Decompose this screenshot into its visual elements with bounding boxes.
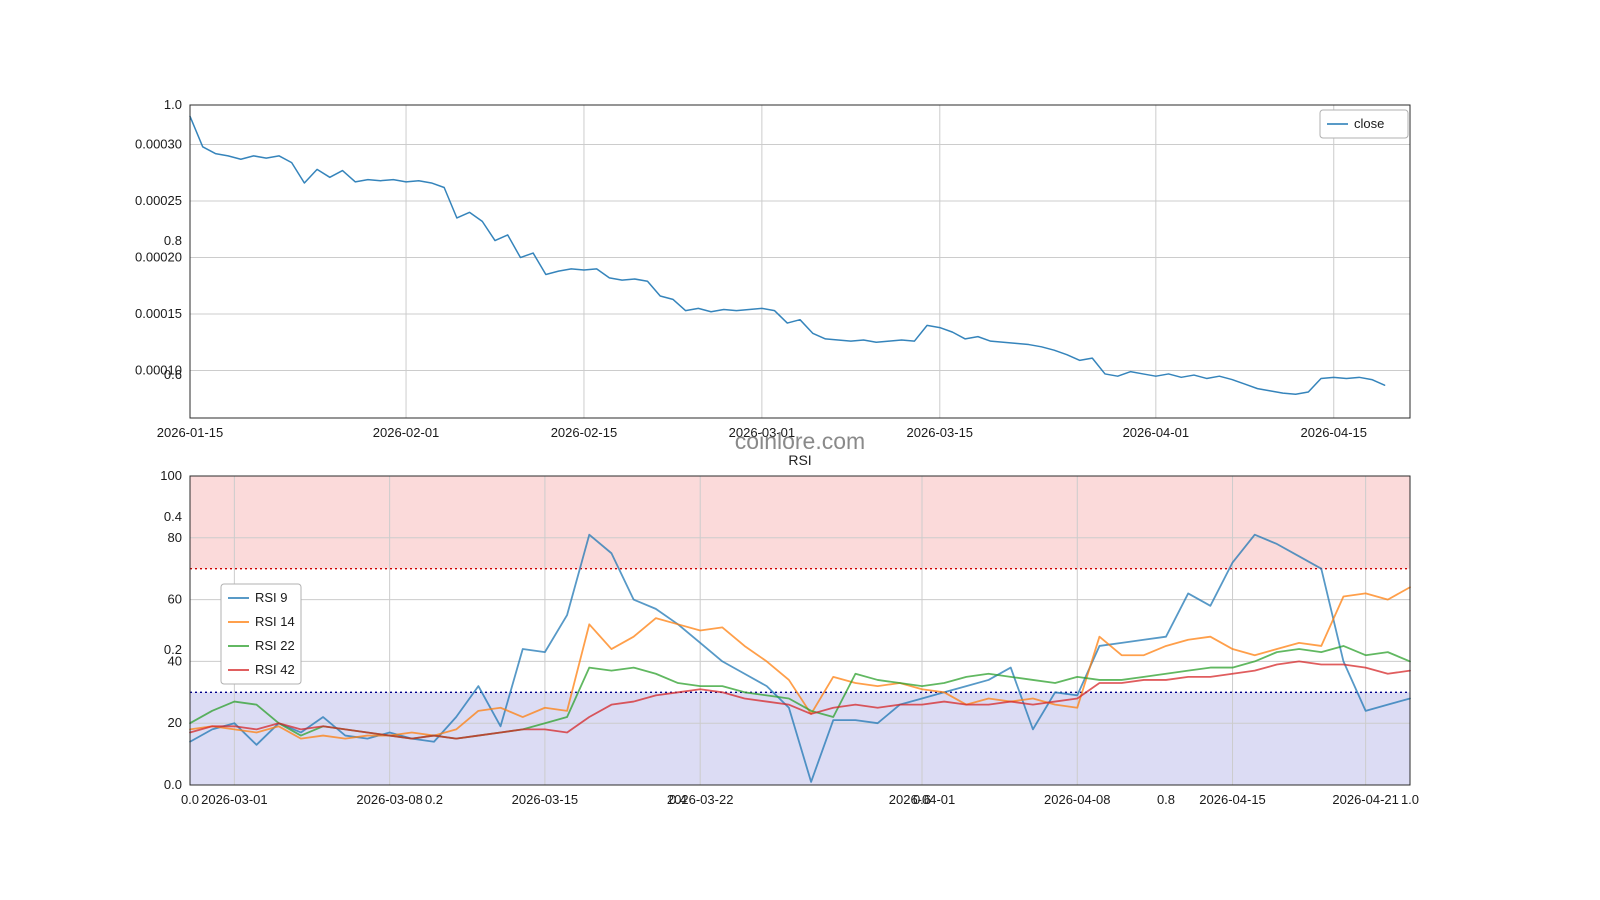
y-tick-label-secondary: 0.6 (164, 367, 182, 382)
x-tick-label: 2026-03-15 (907, 425, 974, 440)
x-tick-label: 2026-01-15 (157, 425, 224, 440)
x-tick-label: 2026-03-08 (356, 792, 423, 807)
x-tick-label: 2026-04-21 (1332, 792, 1399, 807)
price-chart: 2026-01-15 2026-02-01 2026-02-15 2026-03-01… (135, 97, 1411, 440)
y-tick-label: 80 (168, 530, 182, 545)
rsi-legend: RSI 9 RSI 14 RSI 22 RSI 42 (220, 583, 302, 685)
x-tick-label: 2026-03-15 (512, 792, 579, 807)
y-tick-label-secondary: 0.2 (164, 642, 182, 657)
oversold-band (190, 692, 1410, 785)
legend-box (1319, 109, 1409, 139)
legend-label: RSI 22 (255, 638, 295, 653)
plot-border (189, 475, 1411, 786)
rsi-chart: 2026-03-01 2026-03-08 2026-03-15 2026-03-22… (160, 468, 1419, 807)
x-tick-label: 2026-02-15 (551, 425, 618, 440)
series-rsi-14 (189, 586, 1411, 740)
y-tick-label: 0.00020 (135, 250, 182, 265)
y-tick-label: 0.00030 (135, 137, 182, 152)
y-tick-label-secondary: 0.8 (164, 233, 182, 248)
series-close (189, 115, 1386, 396)
series-rsi-9 (189, 533, 1411, 783)
x-tick-label-secondary: 0.2 (425, 792, 443, 807)
legend-label: close (1354, 116, 1384, 131)
y-tick-label: 0.00025 (135, 193, 182, 208)
x-tick-label: 2026-03-01 (201, 792, 268, 807)
y-tick-label: 60 (168, 592, 182, 607)
y-tick-label: 20 (168, 715, 182, 730)
x-tick-label-secondary: 0.8 (1157, 792, 1175, 807)
series-rsi-42 (189, 660, 1411, 740)
x-tick-label: 2026-04-01 (1123, 425, 1190, 440)
rsi-chart-title: RSI (788, 452, 812, 468)
x-tick-label-secondary: 0.4 (669, 792, 687, 807)
x-tick-label-secondary: 0.6 (913, 792, 931, 807)
legend-label: RSI 9 (255, 590, 288, 605)
x-tick-label-secondary: 0.0 (181, 792, 199, 807)
y-tick-label-secondary: 0.4 (164, 509, 182, 524)
x-tick-label: 2026-04-01 (889, 792, 956, 807)
x-tick-label: 2026-02-01 (373, 425, 440, 440)
legend-label: RSI 42 (255, 662, 295, 677)
plot-border (189, 104, 1411, 419)
x-tick-label: 2026-04-08 (1044, 792, 1111, 807)
x-tick-label: 2026-03-01 (729, 425, 796, 440)
overbought-band (190, 476, 1410, 569)
y-tick-label: 100 (160, 468, 182, 483)
x-tick-label-secondary: 1.0 (1401, 792, 1419, 807)
watermark: coinlore.com (734, 428, 866, 454)
price-legend: close (1319, 109, 1409, 139)
y-tick-label: 40 (168, 653, 182, 668)
y-tick-label: 0.00015 (135, 306, 182, 321)
x-tick-label: 2026-04-15 (1301, 425, 1368, 440)
y-tick-label: 0.0 (164, 777, 182, 792)
legend-label: RSI 14 (255, 614, 295, 629)
legend-box (220, 583, 302, 685)
y-tick-label: 0.00010 (135, 363, 182, 378)
x-tick-label: 2026-03-22 (667, 792, 734, 807)
y-tick-label-secondary: 1.0 (164, 97, 182, 112)
x-tick-label: 2026-04-15 (1199, 792, 1266, 807)
